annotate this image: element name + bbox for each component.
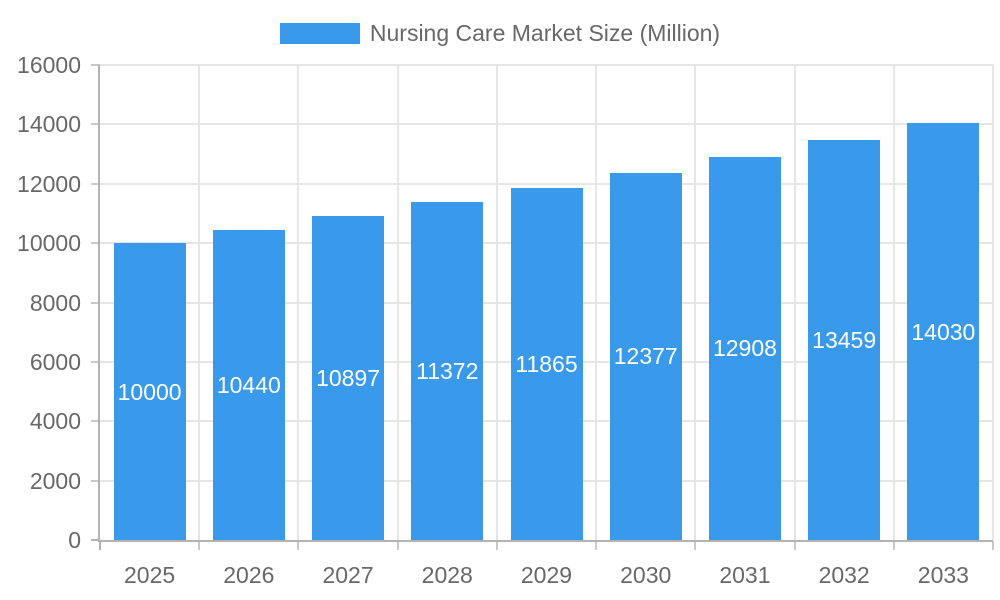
bar-2033[interactable] <box>907 123 980 540</box>
gridline-vertical <box>198 65 201 540</box>
x-tick-mark <box>892 541 895 550</box>
gridline-vertical <box>694 65 697 540</box>
x-tick-label: 2033 <box>917 562 969 588</box>
bar-value-label: 12908 <box>712 335 777 362</box>
gridline-horizontal <box>100 64 993 66</box>
bar-2028[interactable] <box>411 202 484 540</box>
x-tick-label: 2030 <box>620 562 672 588</box>
y-tick-mark <box>91 301 100 304</box>
gridline-horizontal <box>100 182 993 185</box>
y-tick-label: 8000 <box>29 289 81 316</box>
x-tick-mark <box>396 541 399 550</box>
y-tick-label: 12000 <box>17 170 81 197</box>
gridline-vertical <box>495 65 498 540</box>
bar-value-label: 12377 <box>613 343 678 370</box>
gridline-horizontal <box>100 123 993 126</box>
x-tick-label: 2027 <box>322 562 374 588</box>
x-tick-mark <box>99 541 101 550</box>
bar-value-label: 13459 <box>812 327 877 354</box>
gridline-vertical <box>396 65 399 540</box>
gridline-vertical <box>892 65 895 540</box>
y-tick-mark <box>91 420 100 423</box>
x-tick-label: 2025 <box>124 562 176 588</box>
bar-2029[interactable] <box>510 187 583 540</box>
y-tick-mark <box>91 123 100 126</box>
y-tick-label: 2000 <box>29 467 81 494</box>
gridline-vertical <box>992 65 994 540</box>
x-tick-label: 2032 <box>818 562 870 588</box>
bar-value-label: 11865 <box>515 350 578 377</box>
bar-2027[interactable] <box>312 216 385 540</box>
bar-2031[interactable] <box>708 156 781 540</box>
x-tick-label: 2026 <box>223 562 275 588</box>
x-tick-mark <box>297 541 300 550</box>
bar-value-label: 10897 <box>316 365 381 392</box>
x-axis-line <box>98 540 993 542</box>
x-tick-mark <box>992 541 994 550</box>
bar-value-label: 10000 <box>117 378 182 405</box>
bar-2026[interactable] <box>212 230 285 540</box>
gridline-vertical <box>793 65 796 540</box>
y-tick-mark <box>91 539 100 541</box>
x-tick-label: 2031 <box>719 562 771 588</box>
gridline-vertical <box>297 65 300 540</box>
y-tick-label: 14000 <box>17 111 81 138</box>
bar-value-label: 14030 <box>911 318 976 345</box>
x-tick-label: 2028 <box>421 562 473 588</box>
bar-2032[interactable] <box>808 140 881 540</box>
y-tick-mark <box>91 242 100 245</box>
x-tick-mark <box>198 541 201 550</box>
y-tick-label: 4000 <box>29 408 81 435</box>
x-tick-mark <box>495 541 498 550</box>
y-tick-label: 0 <box>68 527 81 553</box>
x-tick-mark <box>694 541 697 550</box>
bar-value-label: 11372 <box>416 358 479 385</box>
x-tick-label: 2029 <box>520 562 573 588</box>
bar-2030[interactable] <box>609 172 682 540</box>
legend-label: Nursing Care Market Size (Million) <box>369 20 721 46</box>
legend-swatch-icon <box>279 22 360 44</box>
y-tick-mark <box>91 360 100 363</box>
bar-2025[interactable] <box>113 243 186 540</box>
y-tick-label: 6000 <box>29 348 81 375</box>
y-axis-line <box>98 65 100 540</box>
x-tick-mark <box>595 541 598 550</box>
y-tick-mark <box>91 64 100 66</box>
y-tick-mark <box>91 479 100 482</box>
bar-value-label: 10440 <box>216 372 281 399</box>
y-tick-mark <box>91 182 100 185</box>
x-tick-mark <box>793 541 796 550</box>
legend[interactable]: Nursing Care Market Size (Million) <box>0 20 1000 46</box>
gridline-vertical <box>595 65 598 540</box>
y-tick-label: 10000 <box>17 230 81 257</box>
y-tick-label: 16000 <box>17 52 81 78</box>
